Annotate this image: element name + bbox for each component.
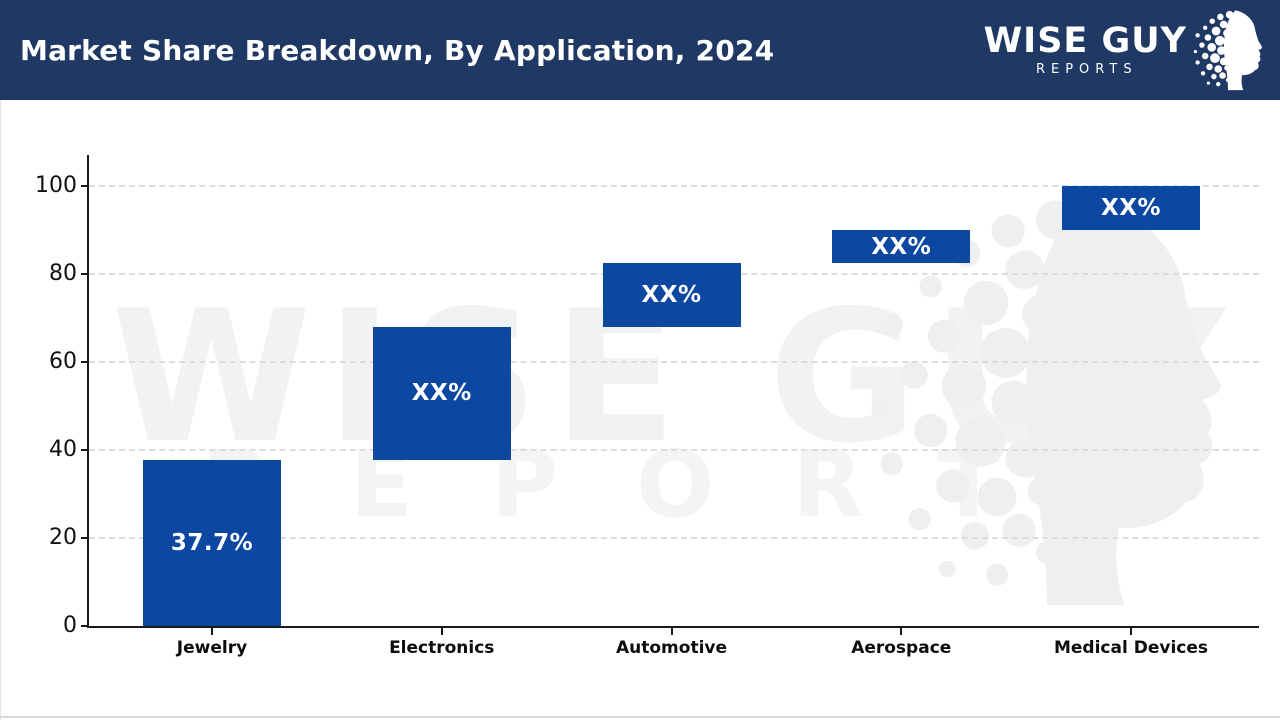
bar-value-label: XX%: [641, 281, 702, 308]
bar-jewelry: 37.7%: [143, 460, 281, 626]
gridline-60: [89, 361, 1259, 363]
waterfall-plot: 0 20 40 60 80 100 37.7% Jewelry XX% Electronics XX…: [1, 100, 1280, 720]
y-tick-mark-100: [81, 185, 89, 187]
y-tick-label-20: 20: [49, 525, 77, 550]
gridline-40: [89, 449, 1259, 451]
y-tick-mark-60: [81, 361, 89, 363]
x-category-label: Medical Devices: [1053, 638, 1208, 658]
y-tick-label-0: 0: [63, 613, 77, 638]
y-tick-label-40: 40: [49, 437, 77, 462]
chart-region: WISE GUY REPORTS 0 20 40 60 80 100 37.7% Jewelr…: [0, 100, 1280, 720]
bar-value-label: 37.7%: [170, 530, 254, 557]
y-tick-mark-80: [81, 273, 89, 275]
y-tick-mark-0: [81, 625, 89, 627]
y-tick-label-100: 100: [35, 173, 77, 198]
y-tick-mark-40: [81, 449, 89, 451]
x-category-label: Automotive: [615, 638, 728, 658]
x-axis-line: [87, 626, 1259, 628]
wiseguy-logo: WISE GUY REPORTS: [984, 9, 1266, 91]
bar-value-label: XX%: [1100, 195, 1161, 221]
y-tick-label-60: 60: [49, 349, 77, 374]
bar-medical-devices: XX%: [1062, 186, 1200, 230]
x-tick-mark-3: [900, 628, 903, 635]
gridline-100: [89, 185, 1259, 187]
report-header: Market Share Breakdown, By Application, …: [0, 0, 1280, 100]
y-axis-line: [87, 155, 89, 628]
gridline-20: [89, 537, 1259, 539]
bar-value-label: XX%: [871, 233, 932, 260]
logo-brand-subtitle: REPORTS: [1035, 61, 1138, 77]
logo-brand-name: WISE GUY: [983, 20, 1187, 61]
page-title: Market Share Breakdown, By Application, …: [20, 33, 775, 67]
y-tick-mark-20: [81, 537, 89, 539]
bottom-border: [0, 716, 1280, 718]
x-tick-mark-2: [670, 628, 673, 635]
bar-electronics: XX%: [372, 326, 511, 461]
x-category-label: Aerospace: [851, 638, 952, 658]
x-category-label: Electronics: [389, 638, 495, 658]
wiseguy-logo-text: WISE GUY REPORTS: [983, 20, 1187, 77]
x-tick-mark-1: [440, 628, 443, 635]
bar-value-label: XX%: [411, 380, 472, 407]
wiseguy-face-icon: [1190, 9, 1266, 91]
x-tick-mark-0: [211, 628, 213, 635]
x-tick-mark-4: [1130, 628, 1132, 635]
bar-aerospace: XX%: [832, 230, 971, 263]
bar-automotive: XX%: [602, 263, 741, 327]
x-category-label: Jewelry: [176, 638, 248, 658]
y-tick-label-80: 80: [49, 261, 77, 286]
